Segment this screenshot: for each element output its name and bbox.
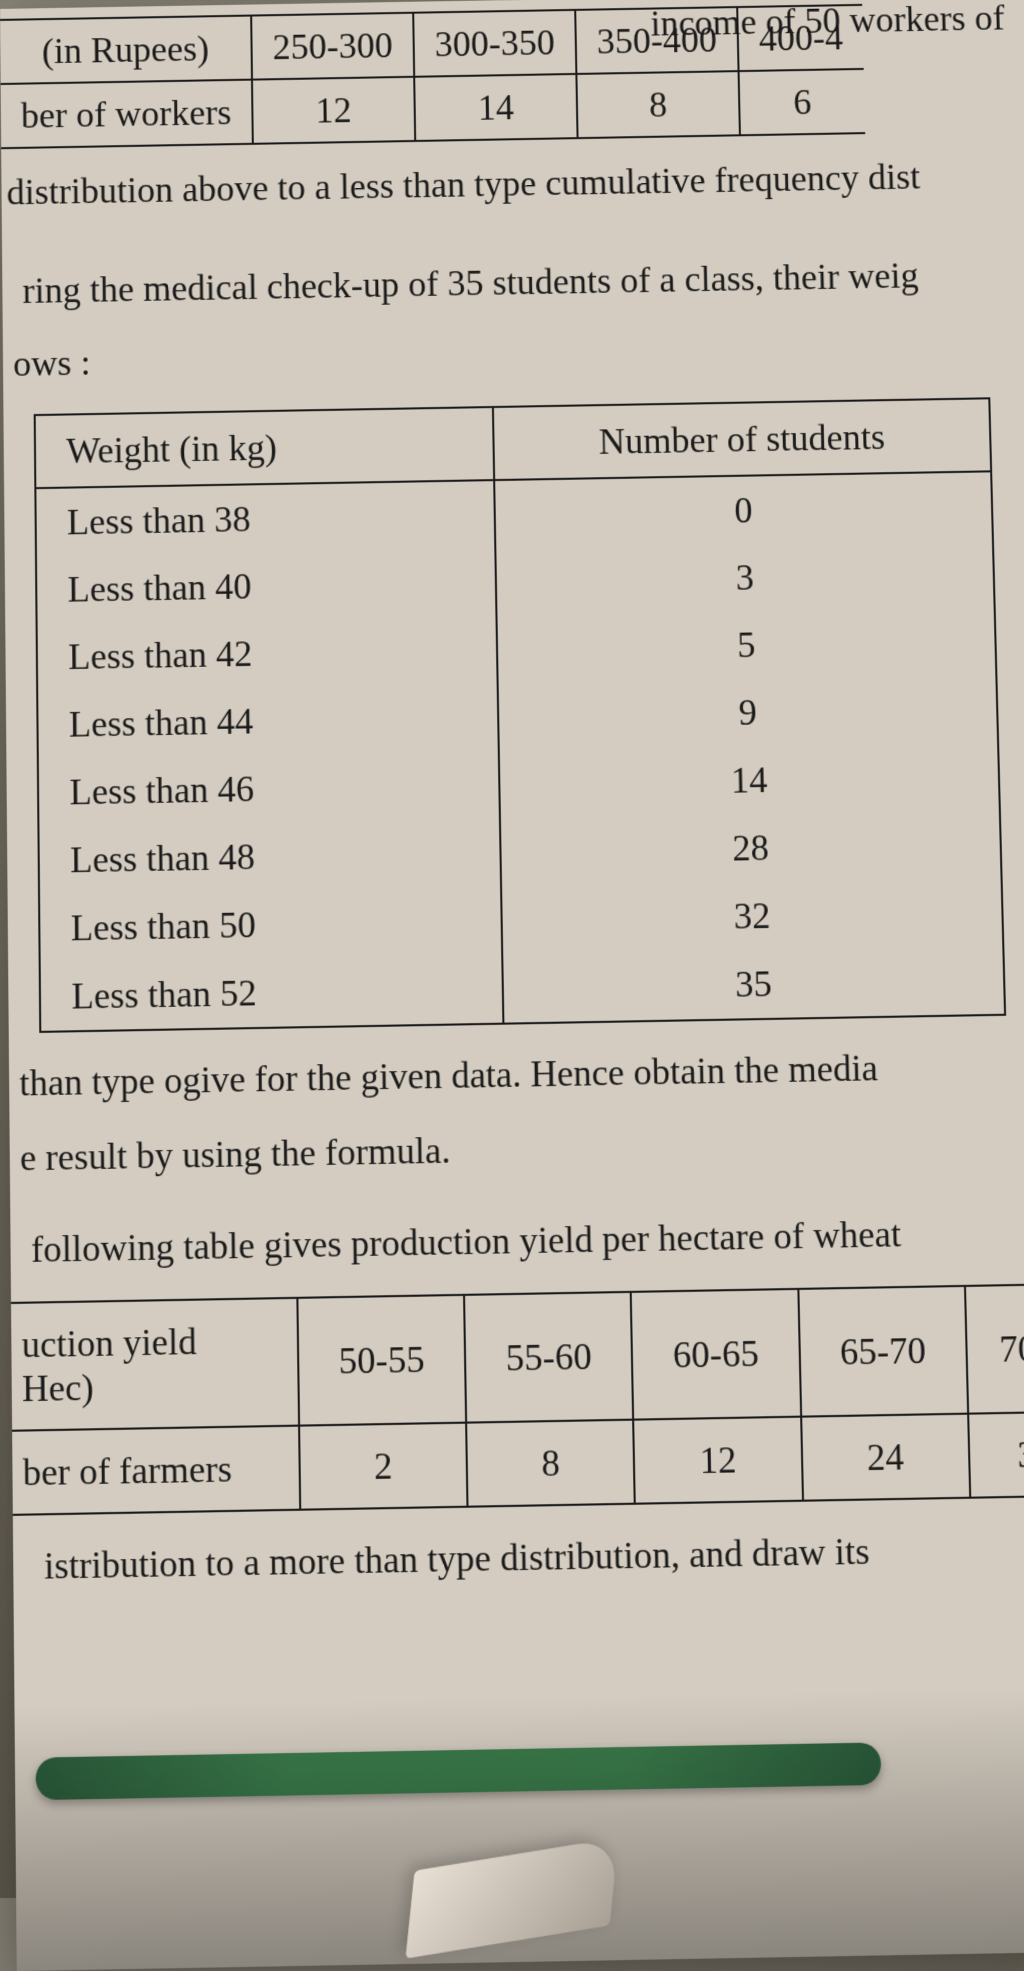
table-row: uction yield Hec) 50-55 55-60 60-65 65-7…	[11, 1283, 1024, 1430]
weight-label: Less than 40	[36, 548, 497, 623]
weight-label: Less than 46	[38, 750, 500, 826]
weight-value: 14	[499, 742, 1000, 819]
body-text: e result by using the formula.	[20, 1111, 1024, 1189]
top-header-partial: income of 50 workers of	[650, 0, 1005, 45]
count-cell: 6	[738, 69, 865, 135]
count-cell: 2	[299, 1422, 468, 1509]
weight-value: 9	[498, 674, 998, 750]
count-cell: 14	[414, 74, 577, 141]
count-cell: 3	[968, 1411, 1024, 1497]
weight-label: Less than 38	[35, 480, 495, 556]
weight-value: 28	[500, 809, 1002, 886]
weight-students-table: Weight (in kg) Number of students Less t…	[34, 397, 1006, 1033]
highlighter-mark	[36, 1742, 882, 1800]
count-cell: 12	[634, 1416, 803, 1503]
production-yield-table: uction yield Hec) 50-55 55-60 60-65 65-7…	[11, 1282, 1024, 1515]
row-label: (in Rupees)	[0, 16, 252, 84]
body-text: ring the medical check-up of 35 students…	[22, 245, 1012, 320]
weight-label: Less than 50	[39, 886, 502, 962]
body-text: distribution above to a less than type c…	[6, 147, 1009, 222]
table-row: ber of farmers 2 8 12 24 3	[12, 1411, 1024, 1514]
weight-value: 5	[496, 607, 996, 683]
table-row: ber of workers 12 14 8 6	[1, 69, 865, 148]
weight-value: 0	[494, 471, 993, 548]
count-cell: 24	[801, 1413, 970, 1500]
page-curl	[405, 1837, 618, 1958]
page-content: income of 50 workers of (in Rupees) 250-…	[0, 1, 1024, 1597]
range-cell: 70-	[965, 1283, 1024, 1413]
range-cell: 55-60	[464, 1291, 633, 1422]
range-cell: 50-55	[297, 1294, 466, 1425]
label-text: uction yield	[21, 1320, 196, 1365]
count-cell: 8	[576, 71, 740, 138]
weight-label: Less than 42	[37, 615, 498, 691]
textbook-page: income of 50 workers of (in Rupees) 250-…	[0, 0, 1024, 1971]
weight-value: 3	[495, 539, 994, 615]
range-cell: 60-65	[631, 1288, 801, 1419]
label-text: Hec)	[22, 1366, 94, 1409]
range-cell: 65-70	[798, 1285, 968, 1416]
weight-label: Less than 44	[37, 683, 499, 759]
row-label: ber of workers	[1, 80, 253, 149]
weight-value: 35	[502, 945, 1005, 1023]
body-text: ows :	[13, 318, 1014, 394]
range-cell: 250-300	[251, 13, 414, 80]
body-text: than type ogive for the given data. Henc…	[19, 1036, 1024, 1114]
row-label: ber of farmers	[12, 1425, 300, 1514]
count-cell: 8	[466, 1419, 635, 1506]
body-text: following table gives production yield p…	[31, 1202, 1024, 1280]
weight-label: Less than 48	[38, 818, 501, 894]
row-label: uction yield Hec)	[11, 1297, 299, 1430]
range-cell: 300-350	[413, 10, 576, 77]
column-header: Weight (in kg)	[35, 407, 495, 488]
body-text: istribution to a more than type distribu…	[44, 1518, 1024, 1597]
weight-label: Less than 52	[40, 954, 504, 1032]
count-cell: 12	[252, 77, 415, 144]
weight-value: 32	[501, 877, 1003, 954]
column-header: Number of students	[493, 398, 991, 480]
